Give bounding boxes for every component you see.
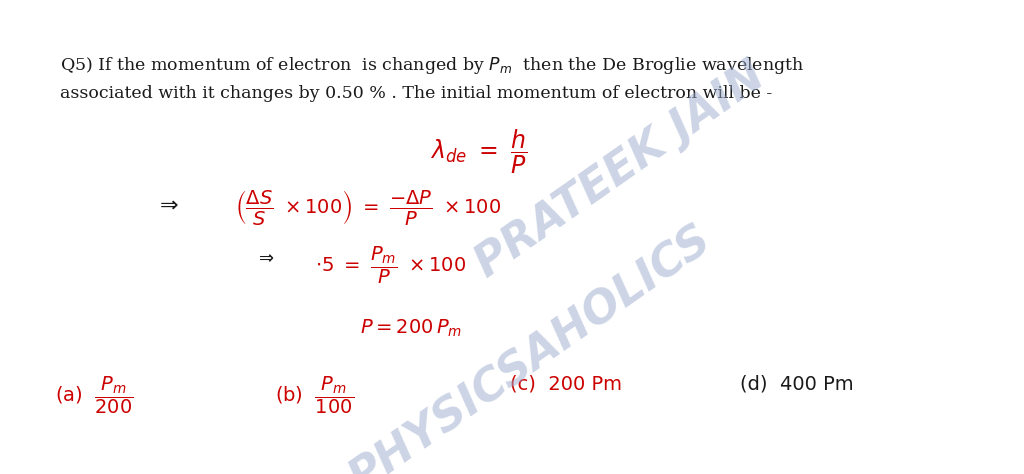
Text: $\Rightarrow$: $\Rightarrow$: [155, 195, 179, 215]
Text: $\lambda_{de}\ =\ \dfrac{h}{P}$: $\lambda_{de}\ =\ \dfrac{h}{P}$: [430, 128, 527, 176]
Text: PHYSICSAHOLICS: PHYSICSAHOLICS: [341, 219, 719, 474]
Text: $\Rightarrow$: $\Rightarrow$: [255, 248, 274, 266]
Text: (a)  $\dfrac{P_m}{200}$: (a) $\dfrac{P_m}{200}$: [55, 375, 134, 416]
Text: (d)  400 Pm: (d) 400 Pm: [740, 375, 854, 394]
Text: (c)  200 Pm: (c) 200 Pm: [510, 375, 622, 394]
Text: $P = 200\,P_m$: $P = 200\,P_m$: [360, 318, 462, 339]
Text: Q5) If the momentum of electron  is changed by $P_m$  then the De Broglie wavele: Q5) If the momentum of electron is chang…: [60, 55, 804, 76]
Text: (b)  $\dfrac{P_m}{100}$: (b) $\dfrac{P_m}{100}$: [275, 375, 354, 416]
Text: associated with it changes by 0.50 % . The initial momentum of electron will be : associated with it changes by 0.50 % . T…: [60, 85, 772, 102]
Text: PRATEEK JAIN: PRATEEK JAIN: [467, 54, 773, 286]
Text: $\left(\dfrac{\Delta S}{S}\ \times 100\right)\ =\ \dfrac{-\Delta P}{P}\ \times 1: $\left(\dfrac{\Delta S}{S}\ \times 100\r…: [234, 188, 501, 227]
Text: $\cdot 5\ =\ \dfrac{P_m}{P}\ \times 100$: $\cdot 5\ =\ \dfrac{P_m}{P}\ \times 100$: [315, 245, 466, 286]
